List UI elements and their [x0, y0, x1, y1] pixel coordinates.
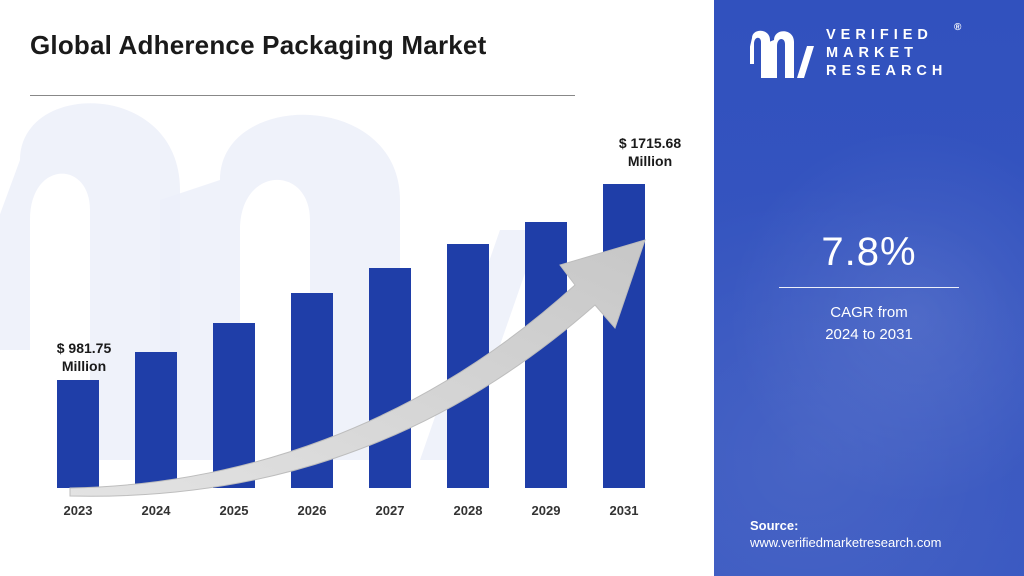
x-axis-labels: 2023 2024 2025 2026 2027 2028 2029 2031 [45, 503, 685, 518]
stats-panel: VERIFIED MARKET RESEARCH ® 7.8% CAGR fro… [714, 0, 1024, 576]
callout-end: $ 1715.68 Million [595, 135, 705, 170]
x-label: 2024 [135, 503, 177, 518]
bar-chart: $ 981.75 Million $ 1715.68 Million 2023 … [45, 150, 685, 530]
cagr-divider [779, 287, 959, 288]
brand-name: VERIFIED MARKET RESEARCH ® [826, 26, 947, 80]
x-label: 2029 [525, 503, 567, 518]
bar-2029 [525, 222, 567, 488]
bar-group [45, 168, 685, 488]
source-url: www.verifiedmarketresearch.com [750, 535, 941, 550]
callout-end-unit: Million [595, 153, 705, 171]
x-label: 2027 [369, 503, 411, 518]
x-label: 2023 [57, 503, 99, 518]
cagr-label: CAGR from 2024 to 2031 [714, 302, 1024, 346]
bar-2028 [447, 244, 489, 488]
brand-line: RESEARCH [826, 62, 947, 80]
bar-2025 [213, 323, 255, 488]
cagr-label-line: CAGR from [714, 302, 1024, 324]
chart-panel: Global Adherence Packaging Market $ 981.… [0, 0, 714, 576]
chart-title: Global Adherence Packaging Market [30, 30, 684, 61]
bar-2026 [291, 293, 333, 488]
x-label: 2025 [213, 503, 255, 518]
source-label: Source: [750, 518, 941, 533]
x-label: 2028 [447, 503, 489, 518]
x-label: 2031 [603, 503, 645, 518]
callout-start-unit: Million [39, 358, 129, 376]
cagr-stat: 7.8% CAGR from 2024 to 2031 [714, 230, 1024, 346]
registered-mark: ® [954, 22, 961, 35]
cagr-value: 7.8% [714, 230, 1024, 275]
brand-logo: VERIFIED MARKET RESEARCH ® [750, 26, 947, 80]
bar-2031 [603, 184, 645, 488]
bar-2024 [135, 352, 177, 488]
source-citation: Source: www.verifiedmarketresearch.com [750, 518, 941, 550]
logo-mark-icon [750, 26, 814, 80]
bar-2023 [57, 380, 99, 488]
callout-start-value: $ 981.75 [39, 340, 129, 358]
cagr-label-line: 2024 to 2031 [714, 324, 1024, 346]
x-label: 2026 [291, 503, 333, 518]
brand-line: VERIFIED [826, 26, 947, 44]
callout-start: $ 981.75 Million [39, 340, 129, 375]
callout-end-value: $ 1715.68 [595, 135, 705, 153]
bar-2027 [369, 268, 411, 488]
brand-line: MARKET [826, 44, 947, 62]
title-underline [30, 95, 575, 96]
infographic-root: Global Adherence Packaging Market $ 981.… [0, 0, 1024, 576]
